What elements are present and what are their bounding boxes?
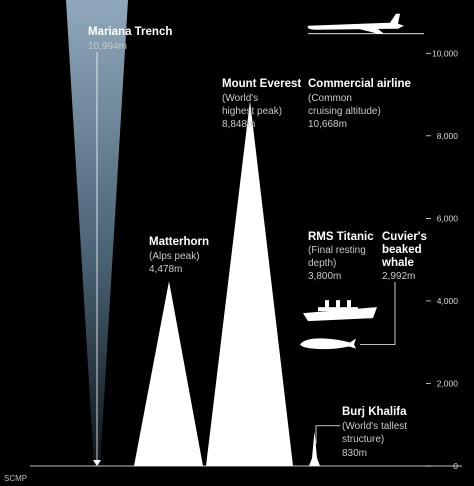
mariana-trench-title: Mariana Trench (88, 26, 172, 38)
y-tick-label-0: 10,000 (432, 48, 458, 58)
y-tick-label-2: 6,000 (437, 213, 459, 223)
titanic-title: RMS Titanic (308, 231, 374, 243)
matterhorn-title: Matterhorn (149, 236, 209, 248)
mount-everest-value: 8,848m (222, 119, 255, 130)
y-tick-label-1: 8,000 (437, 131, 459, 141)
whale-title-1: Cuvier's (382, 231, 427, 243)
y-tick-label-3: 4,000 (437, 296, 459, 306)
whale-title-3: whale (381, 257, 414, 269)
mount-everest-sub-1: (World's (222, 93, 258, 104)
whale-body (300, 338, 356, 350)
mariana-trench-value: 10,994m (88, 41, 127, 52)
burj-value: 830m (342, 448, 367, 459)
tower-icon (309, 425, 340, 466)
whale-value: 2,992m (382, 271, 415, 282)
tower-leader-line (315, 425, 340, 444)
titanic-sub-1: (Final resting (308, 245, 366, 256)
y-tick-label-5: 0 (453, 461, 458, 471)
airplane-icon (307, 13, 404, 34)
airplane-body (307, 13, 404, 30)
y-axis: 10,000 8,000 6,000 4,000 2,000 0 (30, 48, 462, 471)
mount-everest-title: Mount Everest (222, 78, 301, 90)
mount-everest-sub-2: highest peak) (222, 106, 282, 117)
ship-deck (318, 307, 358, 312)
matterhorn-peak (134, 281, 203, 466)
airline-value: 10,668m (308, 119, 347, 130)
ship-icon (303, 300, 377, 322)
burj-title: Burj Khalifa (342, 406, 407, 418)
airline-sub-2: cruising altitude) (308, 106, 381, 117)
ship-funnel-3 (347, 300, 351, 309)
airplane-wing (350, 26, 384, 34)
burj-sub-1: (World's tallest (342, 421, 407, 432)
mariana-trench-arrow (93, 460, 101, 466)
ship-funnel-1 (325, 300, 329, 309)
source-label: SCMP (4, 474, 27, 483)
matterhorn-sub: (Alps peak) (149, 251, 200, 262)
matterhorn-value: 4,478m (149, 264, 182, 275)
airline-title: Commercial airline (308, 78, 411, 90)
y-tick-label-4: 2,000 (437, 378, 459, 388)
ship-funnel-2 (336, 300, 340, 309)
whale-title-2: beaked (382, 244, 422, 256)
burj-sub-2: structure) (342, 434, 384, 445)
titanic-value: 3,800m (308, 271, 341, 282)
titanic-sub-2: depth) (308, 258, 336, 269)
mount-everest-peak (206, 100, 293, 466)
whale-icon (300, 338, 356, 350)
ship-hull (303, 307, 377, 322)
tower-shape (309, 431, 320, 466)
airline-sub-1: (Common (308, 93, 352, 104)
whale-leader-line (360, 282, 396, 345)
